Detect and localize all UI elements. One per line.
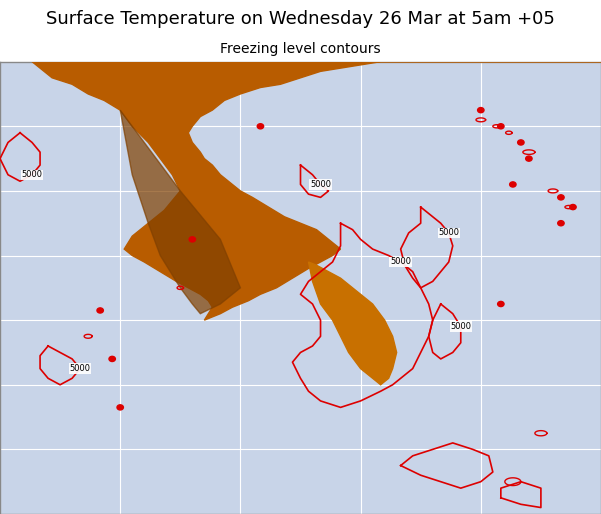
Circle shape bbox=[478, 107, 484, 113]
Text: 5000: 5000 bbox=[22, 170, 43, 179]
Circle shape bbox=[517, 140, 524, 145]
Circle shape bbox=[498, 124, 504, 129]
Circle shape bbox=[558, 195, 564, 200]
Text: 5000: 5000 bbox=[310, 180, 331, 189]
Circle shape bbox=[257, 124, 264, 129]
Circle shape bbox=[526, 156, 532, 161]
Text: 5000: 5000 bbox=[70, 364, 91, 373]
Circle shape bbox=[558, 221, 564, 226]
Text: 5000: 5000 bbox=[438, 228, 459, 237]
Text: Freezing level contours: Freezing level contours bbox=[220, 42, 381, 57]
Circle shape bbox=[117, 405, 123, 410]
Circle shape bbox=[97, 308, 103, 313]
Circle shape bbox=[189, 237, 195, 242]
Text: Surface Temperature on Wednesday 26 Mar at 5am +05: Surface Temperature on Wednesday 26 Mar … bbox=[46, 9, 555, 28]
Polygon shape bbox=[308, 262, 397, 385]
Polygon shape bbox=[120, 110, 240, 314]
Circle shape bbox=[570, 205, 576, 210]
Circle shape bbox=[510, 182, 516, 187]
Circle shape bbox=[498, 301, 504, 306]
Polygon shape bbox=[32, 62, 601, 320]
Text: 5000: 5000 bbox=[390, 258, 411, 266]
Circle shape bbox=[109, 356, 115, 361]
Text: 5000: 5000 bbox=[450, 322, 471, 331]
